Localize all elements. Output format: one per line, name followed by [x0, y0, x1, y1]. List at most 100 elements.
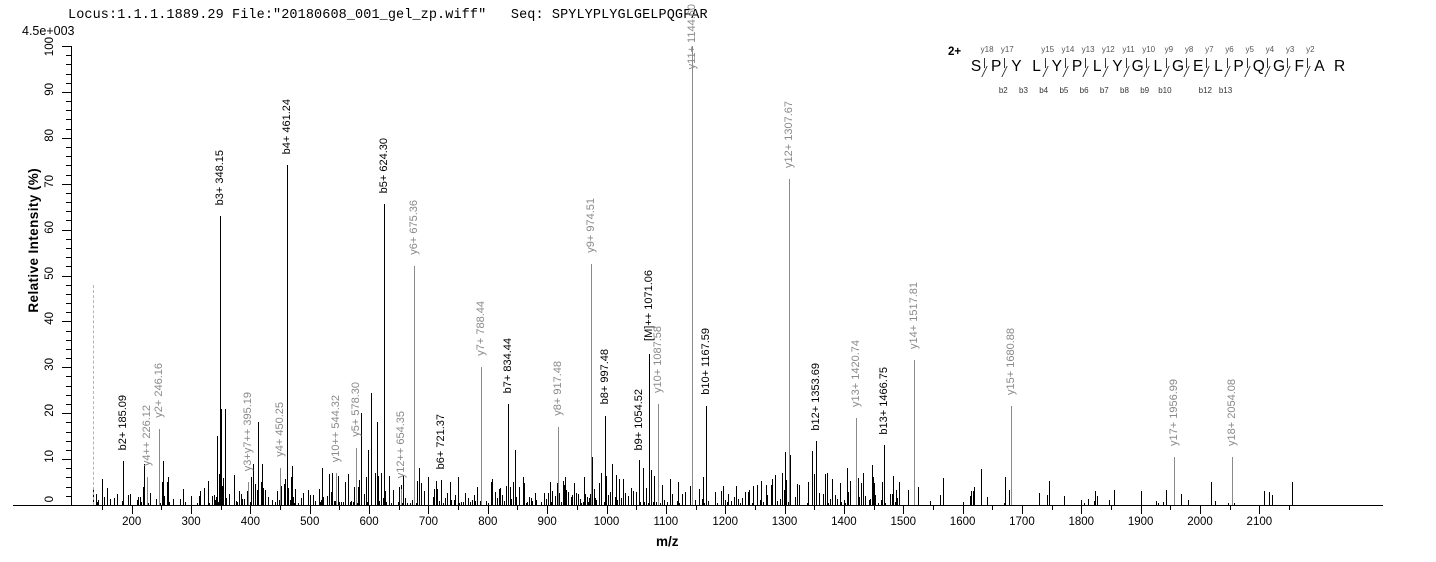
- spectrum-peak: [1215, 500, 1216, 505]
- spectrum-peak: [183, 488, 184, 505]
- spectrum-peak: [291, 476, 292, 505]
- peak-label: y6+ 675.36: [407, 200, 420, 256]
- spectrum-peak: [892, 493, 893, 505]
- spectrum-peak: [524, 482, 525, 505]
- spectrum-peak: [749, 489, 750, 505]
- y-ion-cleavage-tick: [1246, 58, 1248, 68]
- spectrum-peak: [354, 487, 355, 505]
- spectrum-peak: [241, 493, 242, 505]
- spectrum-peak: [416, 502, 417, 505]
- x-axis-tick: [161, 505, 163, 510]
- spectrum-peak: [557, 482, 558, 505]
- annotated-peak: [508, 404, 509, 505]
- spectrum-peak: [350, 502, 351, 505]
- x-axis-tick: [1021, 505, 1023, 514]
- spectrum-peak: [845, 502, 846, 505]
- spectrum-peak: [1047, 494, 1048, 505]
- spectrum-peak: [599, 483, 600, 505]
- spectrum-peak: [878, 502, 879, 505]
- y-axis-tick: [66, 293, 71, 295]
- sequence-residue: L: [1092, 58, 1102, 75]
- spectrum-peak: [497, 497, 498, 505]
- spectrum-peak: [148, 502, 149, 505]
- spectrum-peak: [439, 501, 440, 505]
- y-axis-tick: [66, 495, 71, 497]
- y-axis-tick: [66, 339, 71, 341]
- sequence-residue: Q: [1252, 58, 1265, 75]
- y-axis-tick: [66, 376, 71, 378]
- spectrum-peak: [341, 502, 342, 505]
- y-axis-tick: [66, 431, 71, 433]
- spectrum-peak: [167, 482, 168, 505]
- y-axis-tick: [66, 385, 71, 387]
- spectrum-peak: [367, 502, 368, 505]
- spectrum-peak: [832, 478, 833, 505]
- spectrum-peak: [823, 494, 824, 505]
- spectrum-peak: [827, 472, 828, 505]
- spectrum-peak: [294, 502, 295, 505]
- spectrum-peak: [366, 476, 367, 505]
- spectrum-peak: [930, 500, 931, 505]
- sequence-residue: G: [1171, 58, 1185, 75]
- spectrum-peak: [592, 456, 593, 505]
- spectrum-peak: [874, 482, 875, 505]
- spectrum-peak: [563, 481, 564, 505]
- spectrum-peak: [499, 489, 500, 505]
- spectrum-peak: [559, 492, 560, 505]
- spectrum-peak: [234, 474, 235, 505]
- x-axis-tick: [932, 505, 934, 510]
- header: Locus:1.1.1.1889.29 File:"20180608_001_g…: [0, 4, 1436, 24]
- spectrum-peak: [156, 499, 157, 505]
- y-axis-tick: [66, 477, 71, 479]
- spectrum-peak: [268, 497, 269, 505]
- spectrum-peak: [399, 487, 400, 505]
- spectrum-peak: [550, 482, 551, 505]
- annotated-peak: [147, 477, 148, 505]
- spectrum-peak: [777, 501, 778, 505]
- annotated-peak: [248, 482, 249, 505]
- spectrum-peak: [757, 484, 758, 505]
- spectrum-peak: [667, 501, 668, 505]
- spectrum-peak: [447, 492, 448, 505]
- spectrum-peak: [221, 408, 222, 505]
- spectrum-peak: [616, 475, 617, 505]
- spectrum-peak: [353, 501, 354, 505]
- spectrum-peak: [209, 502, 210, 505]
- spectrum-peak: [357, 502, 358, 505]
- y-axis-tick: [66, 165, 71, 167]
- y-ion-cleavage-tick: [1044, 58, 1046, 68]
- spectrum-peak: [896, 490, 897, 505]
- spectrum-peak: [799, 484, 800, 505]
- sequence-residue: Y: [1112, 58, 1123, 75]
- spectrum-peak: [214, 494, 215, 505]
- spectrum-peak: [775, 475, 776, 505]
- spectrum-peak: [717, 502, 718, 505]
- spectrum-peak: [410, 502, 411, 505]
- spectrum-peak: [893, 475, 894, 505]
- spectrum-peak: [623, 479, 624, 505]
- y-ion-cleavage-tick: [1266, 58, 1268, 68]
- spectrum-peak: [1188, 500, 1189, 505]
- spectrum-peak: [529, 496, 530, 505]
- spectrum-peak: [475, 501, 476, 505]
- spectrum-peak: [358, 486, 359, 505]
- spectrum-peak: [646, 488, 647, 505]
- spectrum-peak: [653, 502, 654, 505]
- spectrum-peak: [738, 499, 739, 505]
- spectrum-peak: [265, 489, 266, 505]
- spectrum-peak: [424, 491, 425, 505]
- y-ion-cleavage-tick: [1105, 58, 1107, 68]
- x-axis-tick-label: 700: [418, 516, 439, 528]
- annotated-peak: [384, 204, 385, 505]
- spectrum-peak: [523, 477, 524, 505]
- spectrum-peak: [708, 500, 709, 505]
- peak-label: b7+ 834.44: [502, 338, 515, 394]
- b-ion-label: b9: [1140, 86, 1150, 95]
- spectrum-peak: [511, 499, 512, 505]
- sequence-residue: E: [1193, 58, 1204, 75]
- sequence-residue: P: [1233, 58, 1244, 75]
- spectrum-peak: [391, 502, 392, 505]
- y-axis-tick: [66, 220, 71, 222]
- spectrum-peak: [458, 477, 459, 505]
- spectrum-peak: [1166, 489, 1167, 505]
